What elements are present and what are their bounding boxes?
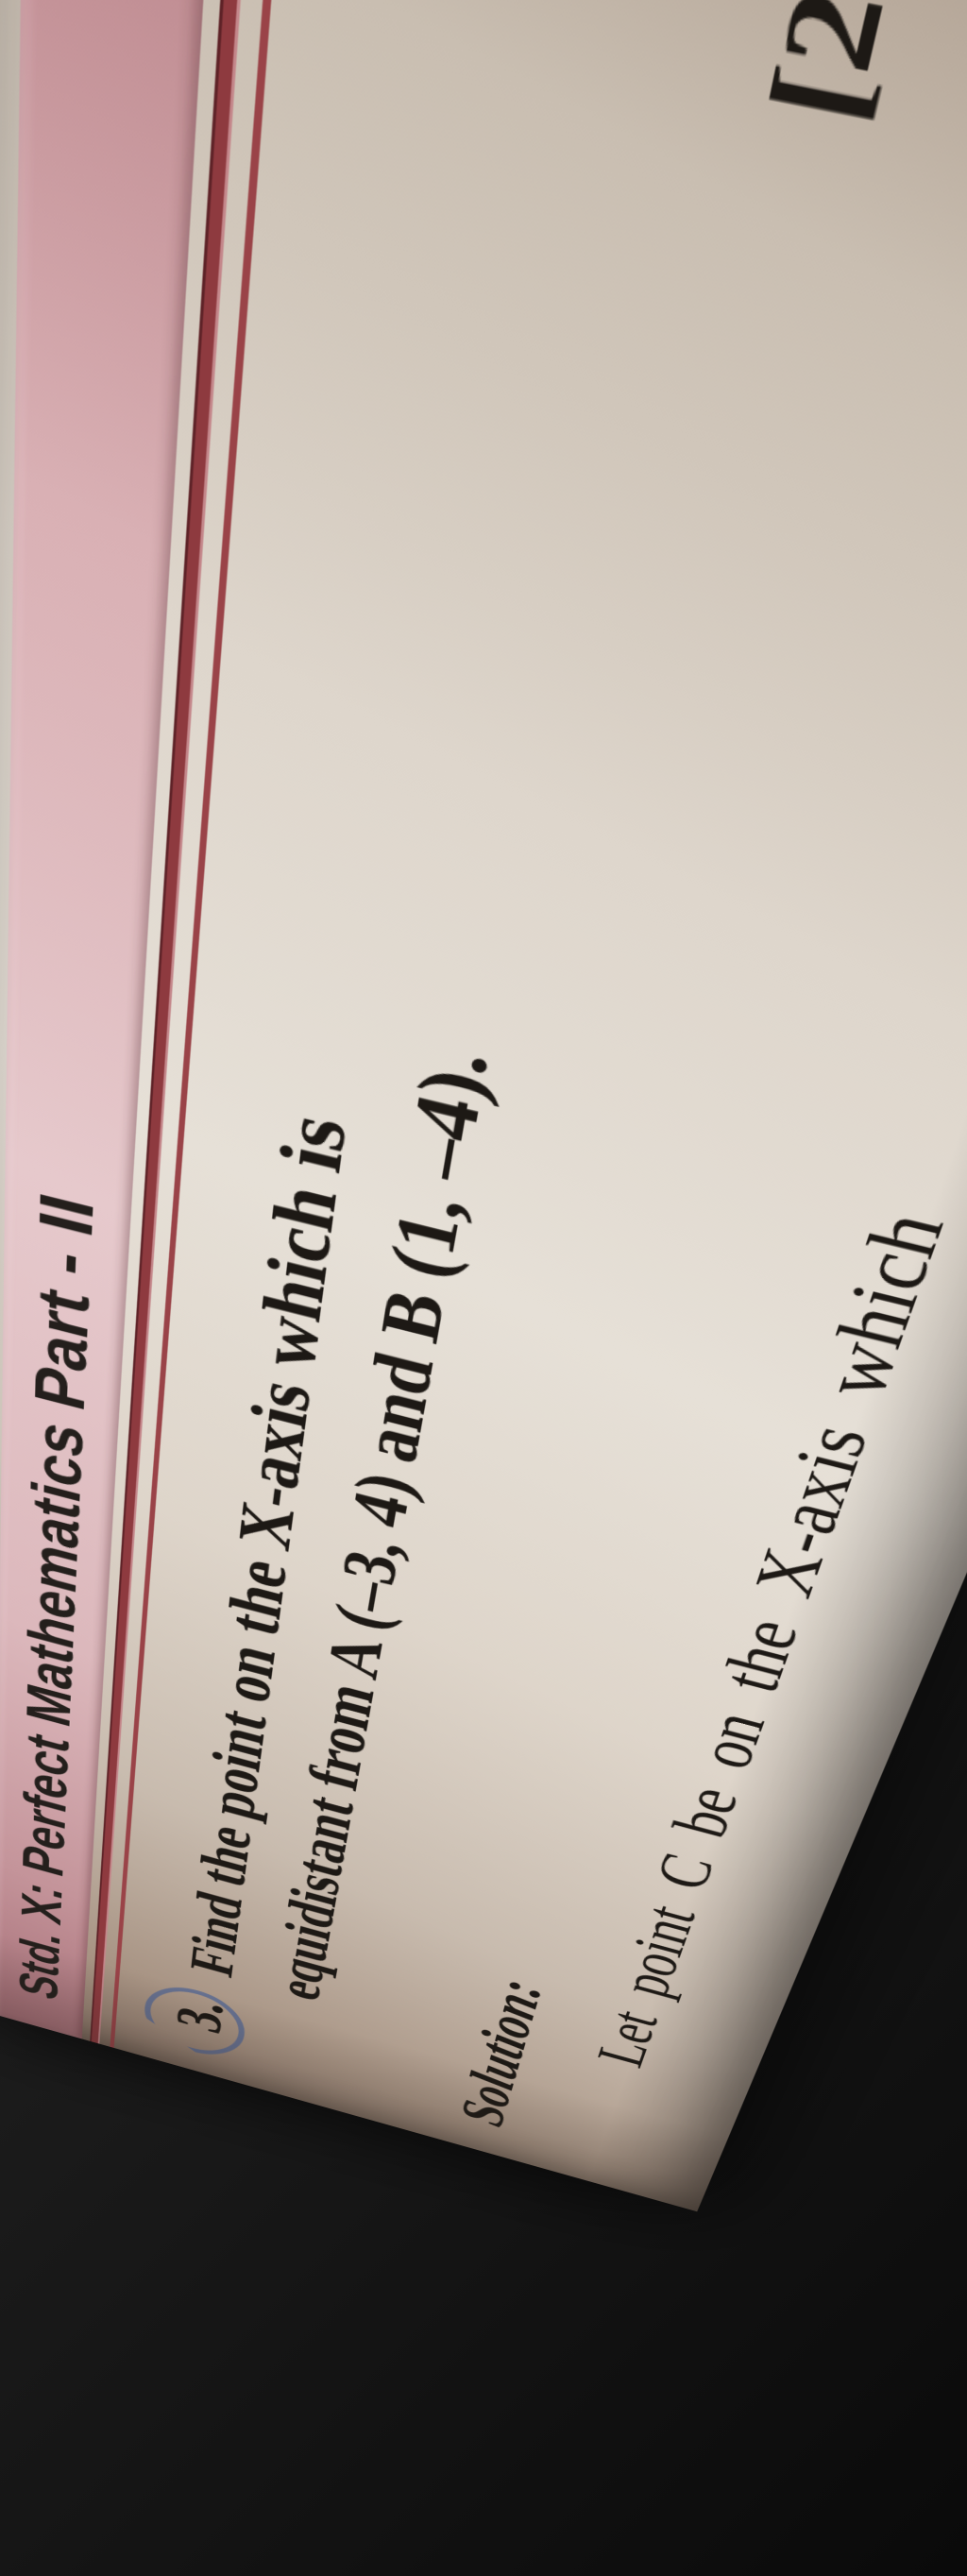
word-the: the [704, 1609, 818, 1699]
word-let: Let [582, 2002, 674, 2073]
word-xaxis: X-axis [735, 1414, 889, 1606]
word-be: be [656, 1777, 756, 1845]
word-c: C [639, 1845, 731, 1897]
std-label: Std. X: [8, 1875, 75, 2005]
photo-scene: Std. X: Perfect Mathematics Part - II 3.… [0, 0, 967, 2576]
word-on: on [679, 1702, 784, 1777]
word-point: point [604, 1897, 713, 2005]
word-which: which [800, 1202, 967, 1407]
page-body: 3. Find the point on the X-axis which is… [161, 0, 967, 2162]
question-number-wrap: 3. [161, 1961, 168, 2033]
solution-label: Solution: [446, 1922, 572, 2132]
textbook-page: Std. X: Perfect Mathematics Part - II 3.… [0, 0, 967, 2211]
